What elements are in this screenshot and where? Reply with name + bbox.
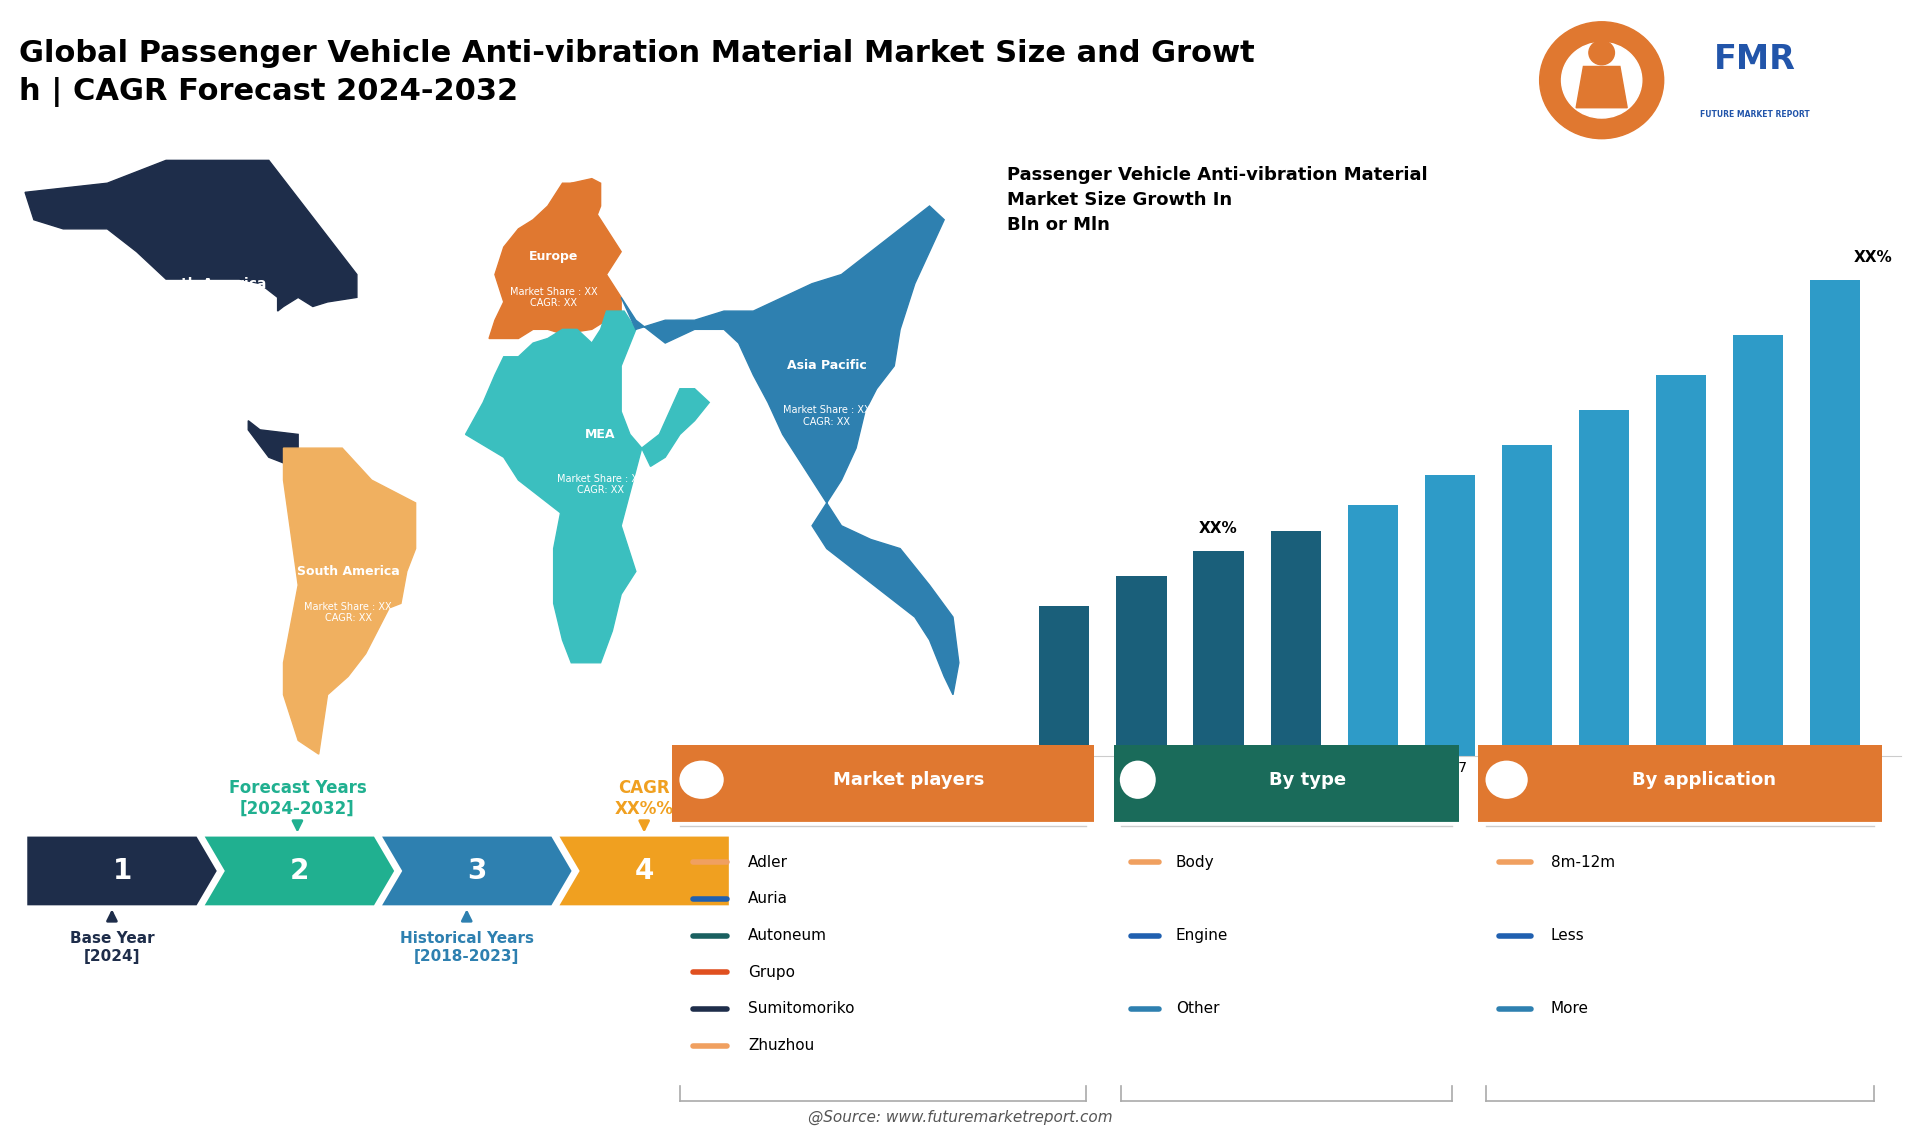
Text: Asia Pacific: Asia Pacific [787, 360, 866, 372]
Text: FUTURE MARKET REPORT: FUTURE MARKET REPORT [1699, 110, 1811, 119]
Text: @Source: www.futuremarketreport.com: @Source: www.futuremarketreport.com [808, 1109, 1112, 1125]
Bar [1348, 505, 1398, 756]
Circle shape [1540, 22, 1663, 139]
Bar [1194, 550, 1244, 756]
Polygon shape [534, 179, 601, 248]
Text: More: More [1551, 1002, 1590, 1017]
FancyBboxPatch shape [1104, 741, 1469, 822]
Text: Europe: Europe [528, 250, 578, 262]
Text: Market Share : XX
CAGR: XX: Market Share : XX CAGR: XX [303, 602, 392, 623]
Polygon shape [490, 183, 622, 338]
Text: Forecast Years
[2024-2032]: Forecast Years [2024-2032] [228, 779, 367, 818]
Text: Adler: Adler [749, 855, 787, 870]
Polygon shape [382, 837, 572, 905]
Text: Auria: Auria [749, 892, 787, 906]
Text: Other: Other [1175, 1002, 1219, 1017]
Text: XX%: XX% [1855, 250, 1893, 266]
Text: Zhuzhou: Zhuzhou [749, 1038, 814, 1053]
FancyBboxPatch shape [1467, 741, 1893, 822]
Text: Body: Body [1175, 855, 1215, 870]
Text: CAGR
XX%%: CAGR XX%% [614, 779, 674, 818]
Bar [1578, 410, 1628, 756]
Text: Market Share : XX
CAGR: XX: Market Share : XX CAGR: XX [783, 406, 870, 427]
Polygon shape [622, 206, 958, 694]
Polygon shape [205, 837, 394, 905]
Text: 4: 4 [634, 857, 655, 885]
Text: Engine: Engine [1175, 928, 1229, 943]
Text: Sumitomoriko: Sumitomoriko [749, 1002, 854, 1017]
Polygon shape [465, 311, 708, 549]
Circle shape [678, 760, 726, 800]
Circle shape [1561, 42, 1642, 118]
Bar [1811, 280, 1860, 756]
Text: Market Share : XX
CAGR: XX: Market Share : XX CAGR: XX [167, 323, 253, 345]
Polygon shape [1576, 66, 1628, 108]
Polygon shape [248, 421, 298, 466]
Text: 1: 1 [113, 857, 132, 885]
Bar [1425, 476, 1475, 756]
Polygon shape [27, 837, 217, 905]
Text: Market Share : XX
CAGR: XX: Market Share : XX CAGR: XX [511, 286, 597, 308]
Text: FMR: FMR [1715, 44, 1795, 76]
Text: Grupo: Grupo [749, 965, 795, 980]
Polygon shape [25, 160, 357, 311]
Text: By application: By application [1632, 771, 1776, 788]
Text: Global Passenger Vehicle Anti-vibration Material Market Size and Growt
h | CAGR : Global Passenger Vehicle Anti-vibration … [19, 39, 1256, 108]
Text: 2: 2 [290, 857, 309, 885]
Text: South America: South America [298, 565, 399, 578]
Text: XX%: XX% [1200, 521, 1238, 536]
Polygon shape [553, 503, 636, 662]
Text: Autoneum: Autoneum [749, 928, 828, 943]
Bar [1039, 606, 1089, 756]
Circle shape [1119, 760, 1156, 800]
Circle shape [1484, 760, 1528, 800]
Text: 3: 3 [467, 857, 486, 885]
Bar [1271, 531, 1321, 756]
Bar [1501, 446, 1551, 756]
Text: North America: North America [154, 276, 267, 291]
Bar [1655, 375, 1705, 756]
FancyBboxPatch shape [659, 741, 1108, 822]
Text: Base Year
[2024]: Base Year [2024] [69, 931, 154, 964]
Text: Historical Years
[2018-2023]: Historical Years [2018-2023] [399, 931, 534, 964]
Text: MEA: MEA [586, 427, 616, 441]
Bar [1732, 335, 1784, 756]
Text: Passenger Vehicle Anti-vibration Material
Market Size Growth In
Bln or Mln: Passenger Vehicle Anti-vibration Materia… [1008, 166, 1428, 235]
Text: Less: Less [1551, 928, 1584, 943]
Text: Market Share : XX
CAGR: XX: Market Share : XX CAGR: XX [557, 473, 645, 495]
Bar [1116, 575, 1167, 756]
Polygon shape [559, 837, 730, 905]
Circle shape [1590, 41, 1615, 64]
Text: Market players: Market players [833, 771, 985, 788]
Text: By type: By type [1269, 771, 1346, 788]
Text: 8m-12m: 8m-12m [1551, 855, 1615, 870]
Polygon shape [284, 448, 415, 754]
